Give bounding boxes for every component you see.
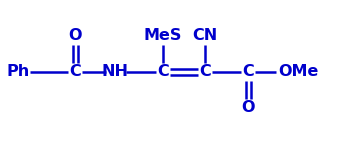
Text: NH: NH bbox=[102, 65, 128, 79]
Text: CN: CN bbox=[192, 29, 218, 43]
Text: C: C bbox=[157, 65, 169, 79]
Text: Ph: Ph bbox=[6, 65, 30, 79]
Text: C: C bbox=[242, 65, 254, 79]
Text: C: C bbox=[69, 65, 81, 79]
Text: C: C bbox=[199, 65, 211, 79]
Text: OMe: OMe bbox=[278, 65, 318, 79]
Text: O: O bbox=[68, 29, 82, 43]
Text: MeS: MeS bbox=[144, 29, 182, 43]
Text: O: O bbox=[241, 100, 255, 116]
